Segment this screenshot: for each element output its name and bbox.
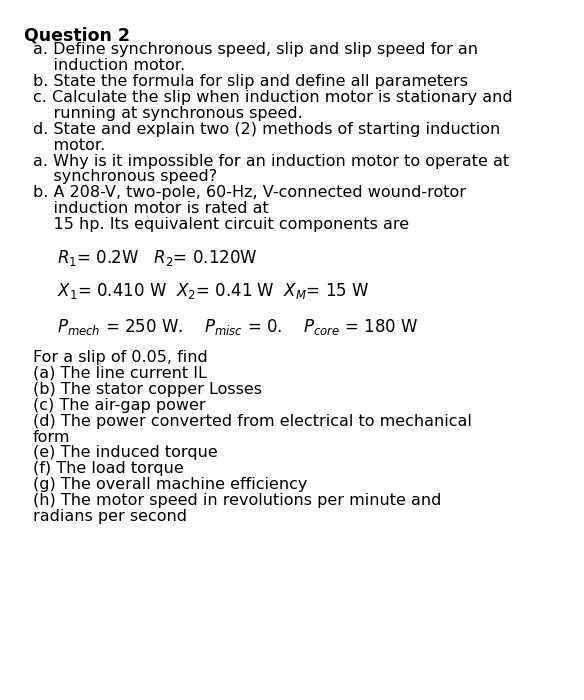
Text: form: form <box>33 430 71 444</box>
Text: (f) The load torque: (f) The load torque <box>33 461 184 477</box>
Text: (a) The line current IL: (a) The line current IL <box>33 366 207 381</box>
Text: running at synchronous speed.: running at synchronous speed. <box>33 106 303 121</box>
Text: radians per second: radians per second <box>33 509 187 524</box>
Text: induction motor is rated at: induction motor is rated at <box>33 202 269 216</box>
Text: (c) The air-gap power: (c) The air-gap power <box>33 398 206 413</box>
Text: d. State and explain two (2) methods of starting induction: d. State and explain two (2) methods of … <box>33 122 500 136</box>
Text: (h) The motor speed in revolutions per minute and: (h) The motor speed in revolutions per m… <box>33 494 442 508</box>
Text: (g) The overall machine efficiency: (g) The overall machine efficiency <box>33 477 307 492</box>
Text: 15 hp. Its equivalent circuit components are: 15 hp. Its equivalent circuit components… <box>33 217 409 232</box>
Text: (d) The power converted from electrical to mechanical: (d) The power converted from electrical … <box>33 414 472 428</box>
Text: $R_1$= 0.2W   $R_2$= 0.120W: $R_1$= 0.2W $R_2$= 0.120W <box>57 248 257 267</box>
Text: (e) The induced torque: (e) The induced torque <box>33 445 218 461</box>
Text: b. State the formula for slip and define all parameters: b. State the formula for slip and define… <box>33 74 468 89</box>
Text: $P_{mech}$ = 250 W.    $P_{misc}$ = 0.    $P_{core}$ = 180 W: $P_{mech}$ = 250 W. $P_{misc}$ = 0. $P_{… <box>57 317 418 337</box>
Text: a. Why is it impossible for an induction motor to operate at: a. Why is it impossible for an induction… <box>33 153 509 169</box>
Text: induction motor.: induction motor. <box>33 58 185 73</box>
Text: a. Define synchronous speed, slip and slip speed for an: a. Define synchronous speed, slip and sl… <box>33 42 478 57</box>
Text: synchronous speed?: synchronous speed? <box>33 169 217 185</box>
Text: For a slip of 0.05, find: For a slip of 0.05, find <box>33 350 208 365</box>
Text: Question 2: Question 2 <box>24 27 130 44</box>
Text: b. A 208-V, two-pole, 60-Hz, V-connected wound-rotor: b. A 208-V, two-pole, 60-Hz, V-connected… <box>33 186 466 200</box>
Text: $X_1$= 0.410 W  $X_2$= 0.41 W  $X_M$= 15 W: $X_1$= 0.410 W $X_2$= 0.41 W $X_M$= 15 W <box>57 281 369 301</box>
Text: c. Calculate the slip when induction motor is stationary and: c. Calculate the slip when induction mot… <box>33 90 513 105</box>
Text: (b) The stator copper Losses: (b) The stator copper Losses <box>33 382 262 397</box>
Text: motor.: motor. <box>33 138 105 153</box>
